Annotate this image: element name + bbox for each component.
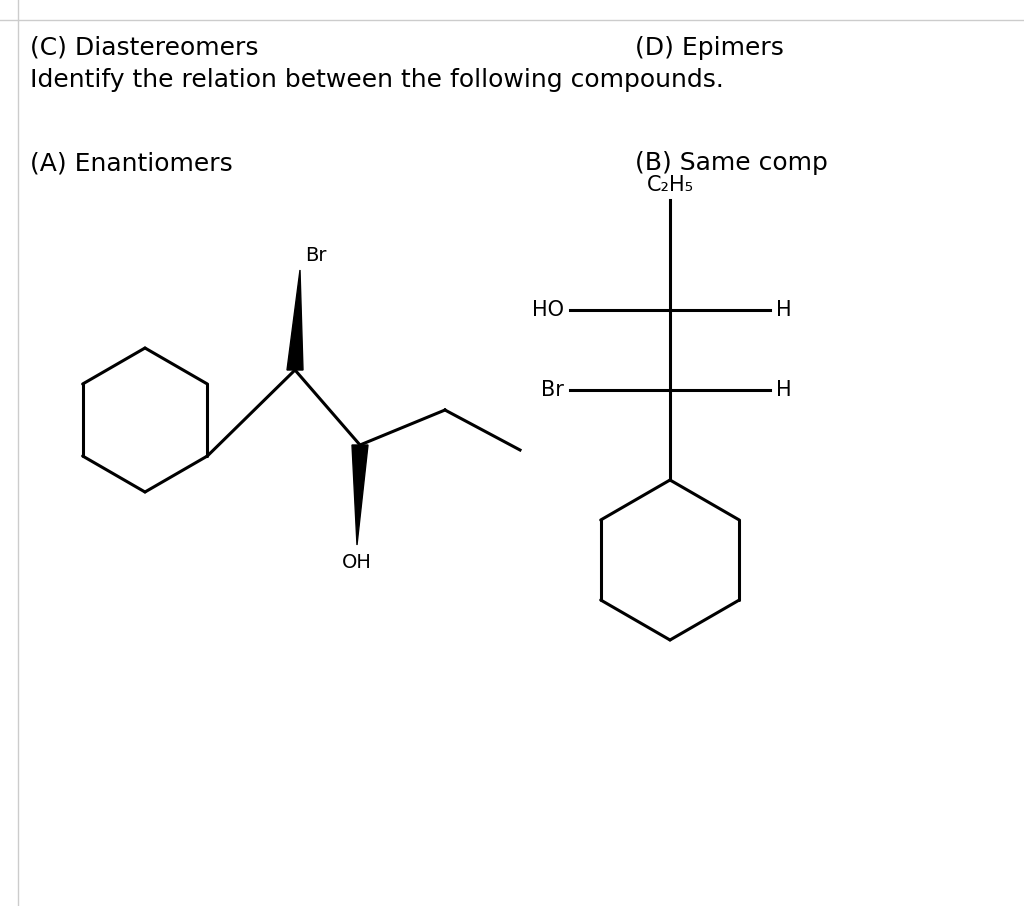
Text: HO: HO xyxy=(532,300,564,320)
Polygon shape xyxy=(287,270,303,370)
Text: Br: Br xyxy=(541,380,564,400)
Text: H: H xyxy=(776,300,792,320)
Text: (A) Enantiomers: (A) Enantiomers xyxy=(30,151,232,175)
Polygon shape xyxy=(352,445,368,545)
Text: Br: Br xyxy=(305,246,327,265)
Text: OH: OH xyxy=(342,553,372,572)
Text: (D) Epimers: (D) Epimers xyxy=(635,36,784,60)
Text: Identify the relation between the following compounds.: Identify the relation between the follow… xyxy=(30,68,724,92)
Text: C₂H₅: C₂H₅ xyxy=(646,175,693,195)
Text: H: H xyxy=(776,380,792,400)
Text: (B) Same comp: (B) Same comp xyxy=(635,151,827,175)
Text: (C) Diastereomers: (C) Diastereomers xyxy=(30,36,258,60)
